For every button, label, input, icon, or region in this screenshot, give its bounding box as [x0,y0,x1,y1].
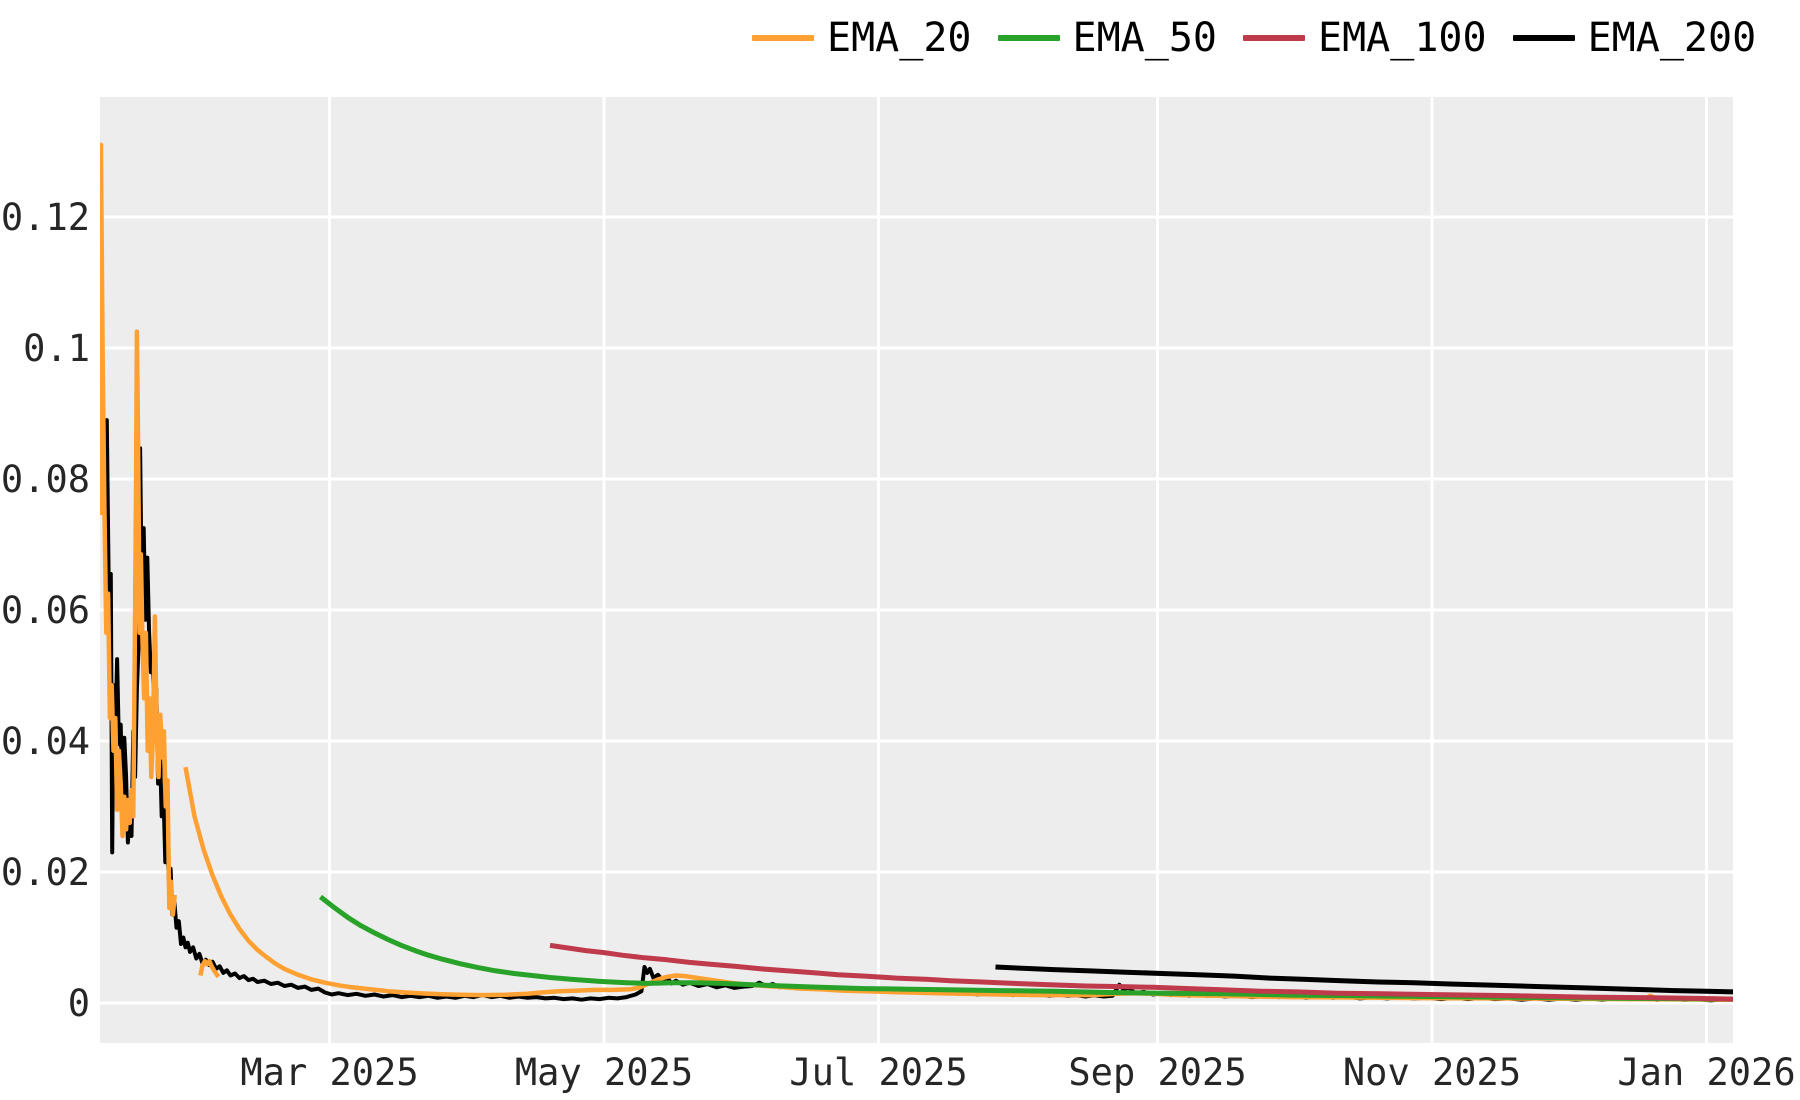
x-tick-label: Sep 2025 [1068,1051,1246,1094]
x-axis-tick-labels: Mar 2025 May 2025 Jul 2025 Sep 2025 Nov 2025… [240,1051,1795,1094]
legend-item-ema-100: EMA_100 [1243,18,1487,58]
ema-200-swatch-icon [1512,35,1575,41]
y-axis-tick-labels: 0 0.02 0.04 0.06 0.08 0.1 0.12 [1,196,90,1025]
ema-20-swatch-icon [752,35,814,41]
y-tick-label: 0.08 [1,458,90,501]
ema-50-swatch-icon [997,35,1060,41]
chart-legend: EMA_20 EMA_50 EMA_100 EMA_200 [752,18,1756,58]
legend-label-ema-50: EMA_50 [1072,15,1218,61]
legend-label-ema-20: EMA_20 [827,15,972,61]
x-tick-label: Mar 2025 [240,1051,418,1094]
series-lines [100,142,1733,1003]
series-ema-100-line [549,942,1733,1002]
gridlines [100,97,1733,1043]
series-ema-200-line [995,964,1733,995]
series-price-early-orange-line [100,142,177,917]
legend-item-ema-200: EMA_200 [1512,15,1757,61]
y-tick-label: 0.02 [1,851,90,894]
x-tick-label: Jan 2026 [1617,1051,1795,1094]
x-tick-label: Nov 2025 [1343,1051,1521,1094]
legend-label-ema-100: EMA_100 [1318,15,1487,61]
y-tick-label: 0.06 [1,589,90,632]
y-tick-label: 0.1 [23,327,90,370]
plot-area [100,97,1733,1043]
legend-item-ema-20: EMA_20 [752,18,972,58]
legend-label-ema-200: EMA_200 [1587,15,1757,61]
y-tick-label: 0.04 [1,720,90,763]
ema-100-swatch-icon [1243,35,1305,41]
y-tick-label: 0 [68,982,90,1025]
x-tick-label: May 2025 [515,1051,693,1094]
x-tick-label: Jul 2025 [789,1051,967,1094]
y-tick-label: 0.12 [1,196,90,239]
series-ema-50-line [318,894,1733,1002]
series-price-early-orange-line [198,958,221,979]
legend-item-ema-50: EMA_50 [997,15,1218,61]
